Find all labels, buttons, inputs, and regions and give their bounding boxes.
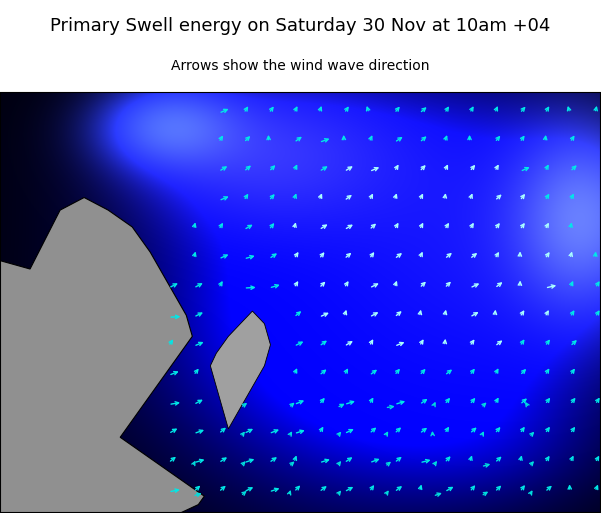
Polygon shape <box>0 92 204 513</box>
Text: Primary Swell energy on Saturday 30 Nov at 10am +04: Primary Swell energy on Saturday 30 Nov … <box>50 17 551 35</box>
Text: Arrows show the wind wave direction: Arrows show the wind wave direction <box>171 60 430 73</box>
Polygon shape <box>210 311 270 429</box>
